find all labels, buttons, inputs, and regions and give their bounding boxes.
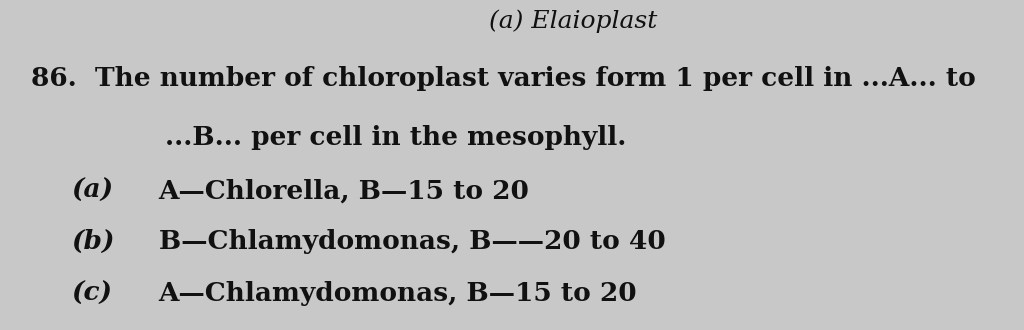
Text: (a): (a) (72, 178, 114, 203)
Text: 86.  The number of chloroplast varies form 1 per cell in ...A... to: 86. The number of chloroplast varies for… (31, 66, 976, 91)
Text: (a) Elaioplast: (a) Elaioplast (489, 10, 657, 33)
Text: ...B... per cell in the mesophyll.: ...B... per cell in the mesophyll. (92, 125, 627, 150)
Text: A—Chlorella, B—15 to 20: A—Chlorella, B—15 to 20 (159, 178, 529, 203)
Text: B—Chlamydomonas, B——20 to 40: B—Chlamydomonas, B——20 to 40 (159, 229, 666, 254)
Text: (b): (b) (72, 229, 115, 254)
Text: A—Chlamydomonas, B—15 to 20: A—Chlamydomonas, B—15 to 20 (159, 280, 637, 306)
Text: (c): (c) (72, 280, 113, 306)
